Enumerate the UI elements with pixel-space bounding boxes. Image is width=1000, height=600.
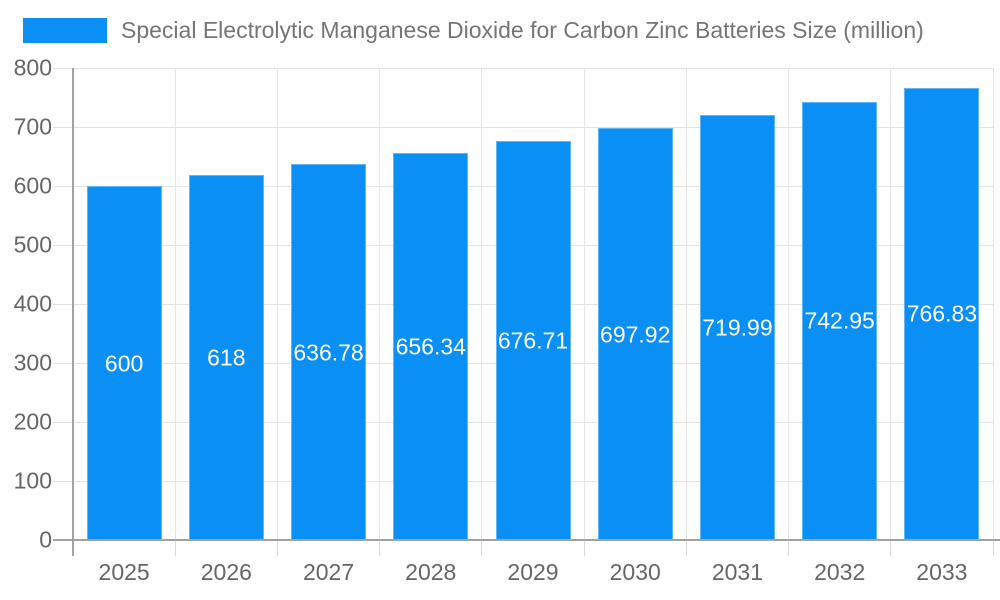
gridline-vertical [583,68,585,540]
legend-item[interactable]: Special Electrolytic Manganese Dioxide f… [23,17,924,44]
x-axis-tick [992,540,994,556]
x-tick-label: 2033 [916,559,968,585]
plot-area: 600 618 636.78 656.34 676.71 697.92 719.99 742.… [53,67,1000,556]
x-axis-tick [583,540,585,556]
gridline-horizontal [73,126,993,128]
y-tick-label: 700 [13,113,52,140]
y-axis-tick [53,303,73,305]
y-axis-tick [53,362,73,364]
bar-2026[interactable]: 618 [188,175,264,540]
y-tick-label: 800 [13,54,52,81]
x-tick-label: 2026 [200,559,252,585]
x-axis-tick [379,540,381,556]
y-axis-tick [53,67,73,69]
x-tick-label: 2032 [814,559,866,585]
y-axis-tick [53,126,73,128]
gridline-vertical [890,68,892,540]
gridline-vertical [174,68,176,540]
y-tick-label: 600 [13,172,52,199]
bar-value-label: 719.99 [702,314,773,341]
y-tick-label: 200 [13,408,52,435]
y-tick-label: 400 [13,290,52,317]
gridline-horizontal [73,67,993,69]
gridline-vertical [481,68,483,540]
x-tick-label: 2025 [98,559,150,585]
x-axis-tick [890,540,892,556]
x-axis-tick [788,540,790,556]
y-tick-label: 300 [13,349,52,376]
bar-value-label: 600 [104,350,144,376]
y-axis-tick [53,244,73,246]
y-axis-tick [53,185,73,187]
gridline-vertical [685,68,687,540]
bar-value-label: 618 [207,344,246,371]
bar-2030[interactable]: 697.92 [597,128,673,540]
x-axis-tick [174,540,176,556]
y-axis-tick [53,480,73,482]
bar-2032[interactable]: 742.95 [802,101,878,540]
bar-2028[interactable]: 656.34 [393,152,469,540]
bar-2025[interactable]: 600 [86,186,162,540]
gridline-vertical [276,68,278,540]
y-tick-label: 100 [13,467,52,494]
bar-2029[interactable]: 676.71 [495,140,571,540]
bar-2027[interactable]: 636.78 [291,164,367,540]
bar-value-label: 636.78 [293,339,364,366]
x-tick-label: 2030 [609,559,661,585]
bar-2031[interactable]: 719.99 [699,115,775,540]
bar-value-label: 742.95 [804,307,875,334]
x-tick-label: 2027 [302,559,355,585]
bar-value-label: 766.83 [906,300,978,327]
bar-2033[interactable]: 766.83 [904,87,980,540]
x-tick-label: 2031 [711,559,764,585]
bar-value-label: 697.92 [600,321,671,348]
gridline-vertical [788,68,790,540]
x-axis-tick [276,540,278,556]
chart-title: Special Electrolytic Manganese Dioxide f… [121,17,924,43]
legend-swatch[interactable] [23,18,107,43]
bar-value-label: 676.71 [497,327,569,354]
x-axis-tick [481,540,483,556]
y-axis-line [72,68,74,556]
gridline-vertical [379,68,381,540]
x-tick-label: 2028 [405,559,457,585]
y-tick-label: 0 [39,526,52,553]
y-axis-tick [53,421,73,423]
x-axis-line [53,539,1000,541]
x-tick-label: 2029 [507,559,559,585]
gridline-vertical [992,68,994,540]
x-axis-tick [685,540,687,556]
bar-value-label: 656.34 [395,333,466,360]
y-tick-label: 500 [13,231,52,258]
